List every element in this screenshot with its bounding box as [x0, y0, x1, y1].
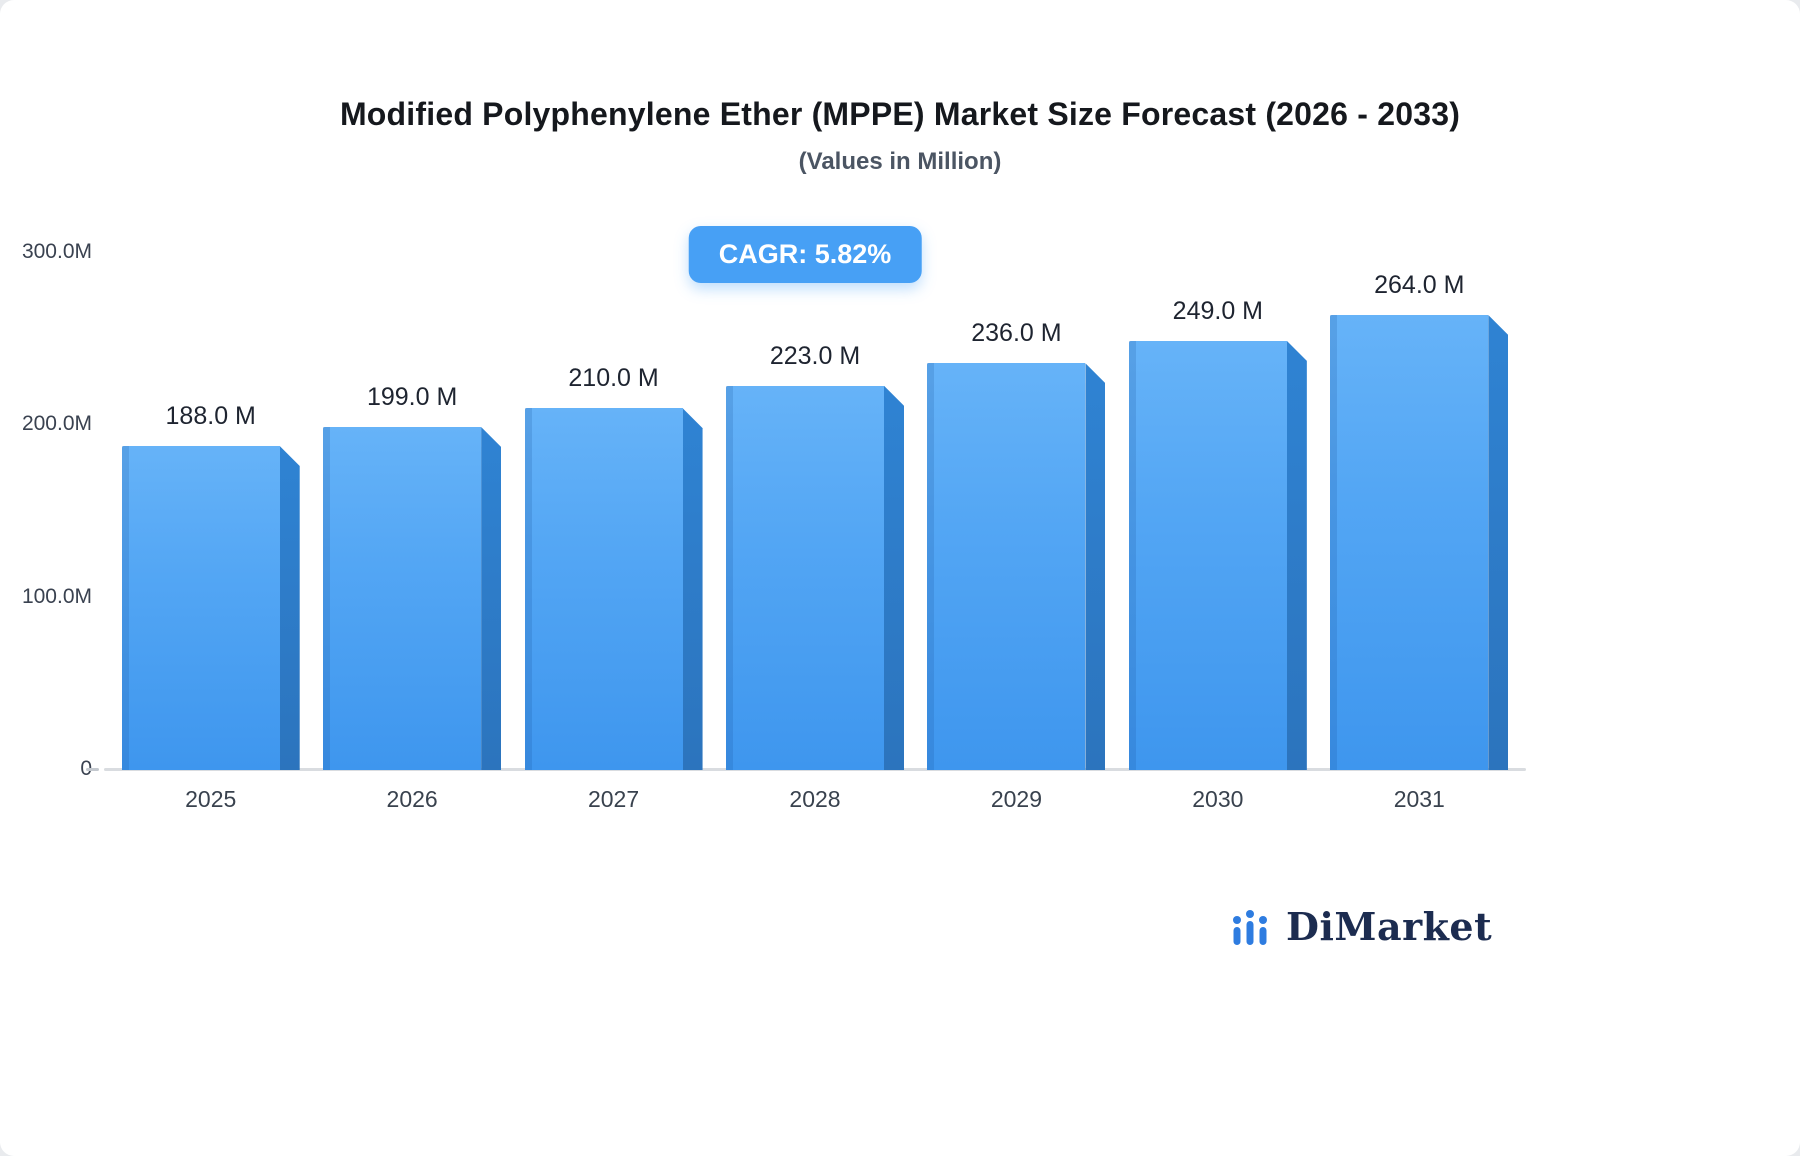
bar-side-face	[682, 408, 703, 770]
bar-face	[121, 446, 280, 770]
x-axis-label: 2027	[587, 786, 640, 812]
bar-face	[1128, 340, 1287, 771]
bar-face	[927, 363, 1086, 770]
bar-face	[726, 385, 884, 771]
x-axis-label: 2026	[386, 786, 438, 812]
bar	[524, 408, 703, 770]
y-axis-tick: 100.0M	[21, 584, 92, 608]
bar-face	[1330, 315, 1489, 770]
bar-side-face	[1488, 315, 1509, 770]
chart-title: Modified Polyphenylene Ether (MPPE) Mark…	[339, 96, 1461, 132]
bar	[726, 385, 904, 771]
x-axis-label: 2029	[990, 786, 1042, 812]
bar-face	[524, 408, 683, 770]
chart-subtitle: (Values in Million)	[798, 148, 1002, 175]
bar-side-face	[481, 427, 502, 770]
bar	[1330, 315, 1509, 770]
bar	[927, 363, 1106, 770]
cagr-badge: CAGR: 5.82%	[688, 226, 922, 283]
brand-logo: DiMarket	[1228, 903, 1492, 949]
bar-side-face	[279, 446, 300, 770]
zero-tick-mark	[86, 768, 99, 771]
y-axis-tick: 200.0M	[21, 412, 92, 436]
bar-value-label: 264.0 M	[1374, 271, 1465, 300]
y-axis-tick: 0	[0, 757, 92, 781]
x-axis-label: 2031	[1393, 786, 1445, 812]
bar-chart-icon	[1228, 903, 1274, 949]
y-axis-tick: 300.0M	[21, 240, 92, 263]
bar-value-label: 199.0 M	[366, 383, 458, 412]
bar-side-face	[884, 385, 904, 770]
x-axis-label: 2030	[1192, 786, 1244, 812]
bar-side-face	[1286, 340, 1307, 770]
bar	[121, 446, 300, 770]
bar	[1128, 340, 1307, 771]
bar-value-label: 223.0 M	[769, 341, 861, 370]
brand-name: DiMarket	[1286, 903, 1493, 949]
bar-value-label: 210.0 M	[568, 364, 659, 393]
x-axis-label: 2025	[185, 786, 237, 812]
bar-value-label: 236.0 M	[971, 319, 1062, 348]
bar-face	[323, 427, 482, 770]
x-axis-label: 2028	[789, 786, 841, 812]
bar-side-face	[1085, 363, 1106, 770]
bar-value-label: 249.0 M	[1172, 296, 1264, 325]
bar-value-label: 188.0 M	[165, 402, 256, 430]
bar	[323, 427, 502, 770]
